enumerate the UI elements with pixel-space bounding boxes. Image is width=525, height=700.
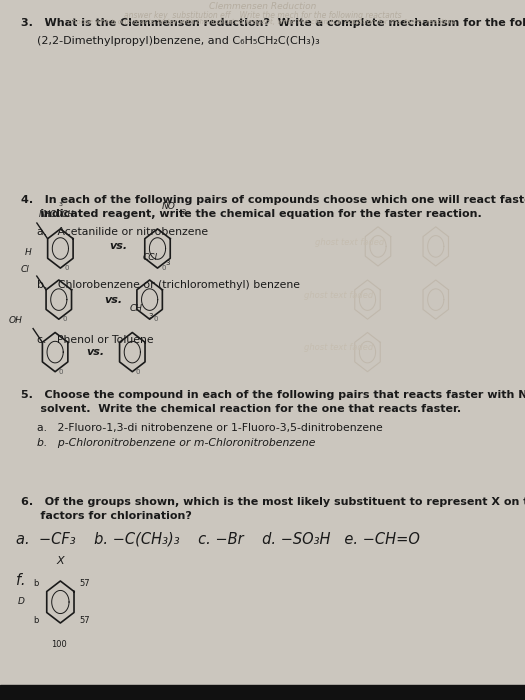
Text: 0: 0 — [153, 316, 158, 322]
Text: factors for chlorination?: factors for chlorination? — [21, 511, 192, 521]
Text: b.   Chlorobenzene or (trichloromethyl) benzene: b. Chlorobenzene or (trichloromethyl) be… — [37, 280, 300, 290]
Text: a.   2-Fluoro-1,3-di nitrobenzene or 1-Fluoro-3,5-dinitrobenzene: a. 2-Fluoro-1,3-di nitrobenzene or 1-Flu… — [37, 424, 383, 433]
Text: 6.   Of the groups shown, which is the most likely substituent to represent X on: 6. Of the groups shown, which is the mos… — [21, 497, 525, 507]
Text: (2,2-Dimethylpropyl)benzene, and C₆H₅CH₂C(CH₃)₃: (2,2-Dimethylpropyl)benzene, and C₆H₅CH₂… — [37, 36, 320, 46]
Text: solvent.  Write the chemical reaction for the one that reacts faster.: solvent. Write the chemical reaction for… — [21, 404, 461, 414]
Text: a.   Acetanilide or nitrobenzene: a. Acetanilide or nitrobenzene — [37, 228, 208, 237]
Text: c.   Phenol or Toluene: c. Phenol or Toluene — [37, 335, 153, 344]
Text: 57: 57 — [79, 579, 90, 587]
Text: answer key  substitution eff    Write the mech for the following reactants: answer key substitution eff Write the me… — [124, 11, 401, 20]
Text: b: b — [33, 579, 39, 587]
Text: ghost text faded: ghost text faded — [304, 343, 374, 352]
Text: NHCOCH: NHCOCH — [38, 210, 74, 219]
Text: 100: 100 — [51, 640, 67, 649]
Text: a.  −CF₃    b. −C(CH₃)₃    c. −Br    d. −SO₃H   e. −CH=O: a. −CF₃ b. −C(CH₃)₃ c. −Br d. −SO₃H e. −… — [16, 532, 419, 547]
Text: CCl: CCl — [142, 253, 158, 262]
Text: H: H — [25, 248, 32, 257]
Text: 3: 3 — [59, 202, 63, 207]
Text: vs.: vs. — [109, 241, 127, 251]
Text: 0: 0 — [161, 265, 165, 271]
Text: 0: 0 — [64, 265, 68, 271]
Text: 0: 0 — [62, 316, 67, 322]
Text: 3: 3 — [166, 260, 170, 266]
Text: 4.   In each of the following pairs of compounds choose which one will react fas: 4. In each of the following pairs of com… — [21, 195, 525, 204]
Text: Clemmensen Reduction: Clemmensen Reduction — [209, 2, 316, 11]
Text: CH: CH — [129, 304, 142, 313]
Text: 3.   What is the Clemmensen reduction?  Write a complete mechanism for the follo: 3. What is the Clemmensen reduction? Wri… — [21, 18, 525, 27]
Text: vs.: vs. — [87, 347, 104, 357]
Text: X: X — [57, 556, 64, 566]
Text: 57: 57 — [79, 617, 90, 625]
Bar — [0, 685, 525, 700]
Text: b.   p-Chloronitrobenzene or m-Chloronitrobenzene: b. p-Chloronitrobenzene or m-Chloronitro… — [37, 438, 315, 447]
Text: NO: NO — [162, 202, 176, 211]
Text: Cl: Cl — [20, 265, 29, 274]
Text: OH: OH — [9, 316, 23, 325]
Text: vs.: vs. — [104, 295, 122, 304]
Text: D: D — [17, 598, 25, 606]
Text: 3: 3 — [149, 313, 153, 319]
Text: 0: 0 — [136, 369, 140, 375]
Text: ghost text faded: ghost text faded — [304, 290, 374, 300]
Text: ghost text faded: ghost text faded — [315, 238, 384, 247]
Text: 5.   Choose the compound in each of the following pairs that reacts faster with : 5. Choose the compound in each of the fo… — [21, 390, 525, 400]
Text: f.: f. — [16, 573, 25, 587]
Text: indicated reagent, write the chemical equation for the faster reaction.: indicated reagent, write the chemical eq… — [21, 209, 482, 218]
Text: choose which one reacts faster with the indicated reagent, write the chemical eq: choose which one reacts faster with the … — [68, 19, 457, 25]
Text: b: b — [33, 617, 39, 625]
Text: 2: 2 — [181, 209, 185, 215]
Text: 0: 0 — [59, 369, 63, 375]
